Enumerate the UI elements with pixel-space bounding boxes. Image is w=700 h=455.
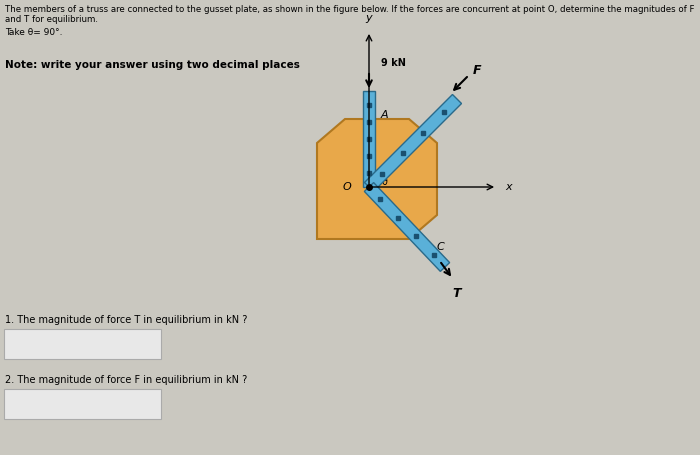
Text: y: y <box>365 13 372 23</box>
Text: 2. The magnitude of force F in equilibrium in kN ?: 2. The magnitude of force F in equilibri… <box>5 375 247 385</box>
Text: Note: write your answer using two decimal places: Note: write your answer using two decima… <box>5 60 300 70</box>
Text: x: x <box>505 182 512 192</box>
Polygon shape <box>317 119 437 239</box>
Text: 1. The magnitude of force T in equilibrium in kN ?: 1. The magnitude of force T in equilibri… <box>5 315 247 325</box>
Text: T: T <box>453 287 461 300</box>
Text: The members of a truss are connected to the gusset plate, as shown in the figure: The members of a truss are connected to … <box>5 5 694 25</box>
Text: Take θ= 90°.: Take θ= 90°. <box>5 28 62 37</box>
Text: O: O <box>343 182 351 192</box>
Text: θ: θ <box>381 177 387 187</box>
FancyBboxPatch shape <box>4 329 161 359</box>
Polygon shape <box>365 182 449 272</box>
Polygon shape <box>365 95 461 192</box>
Text: B: B <box>447 101 455 111</box>
Text: A: A <box>381 110 388 120</box>
FancyBboxPatch shape <box>4 389 161 419</box>
Polygon shape <box>363 91 375 187</box>
Text: C: C <box>437 242 444 252</box>
Text: F: F <box>473 65 482 77</box>
Text: 9 kN: 9 kN <box>381 58 406 68</box>
